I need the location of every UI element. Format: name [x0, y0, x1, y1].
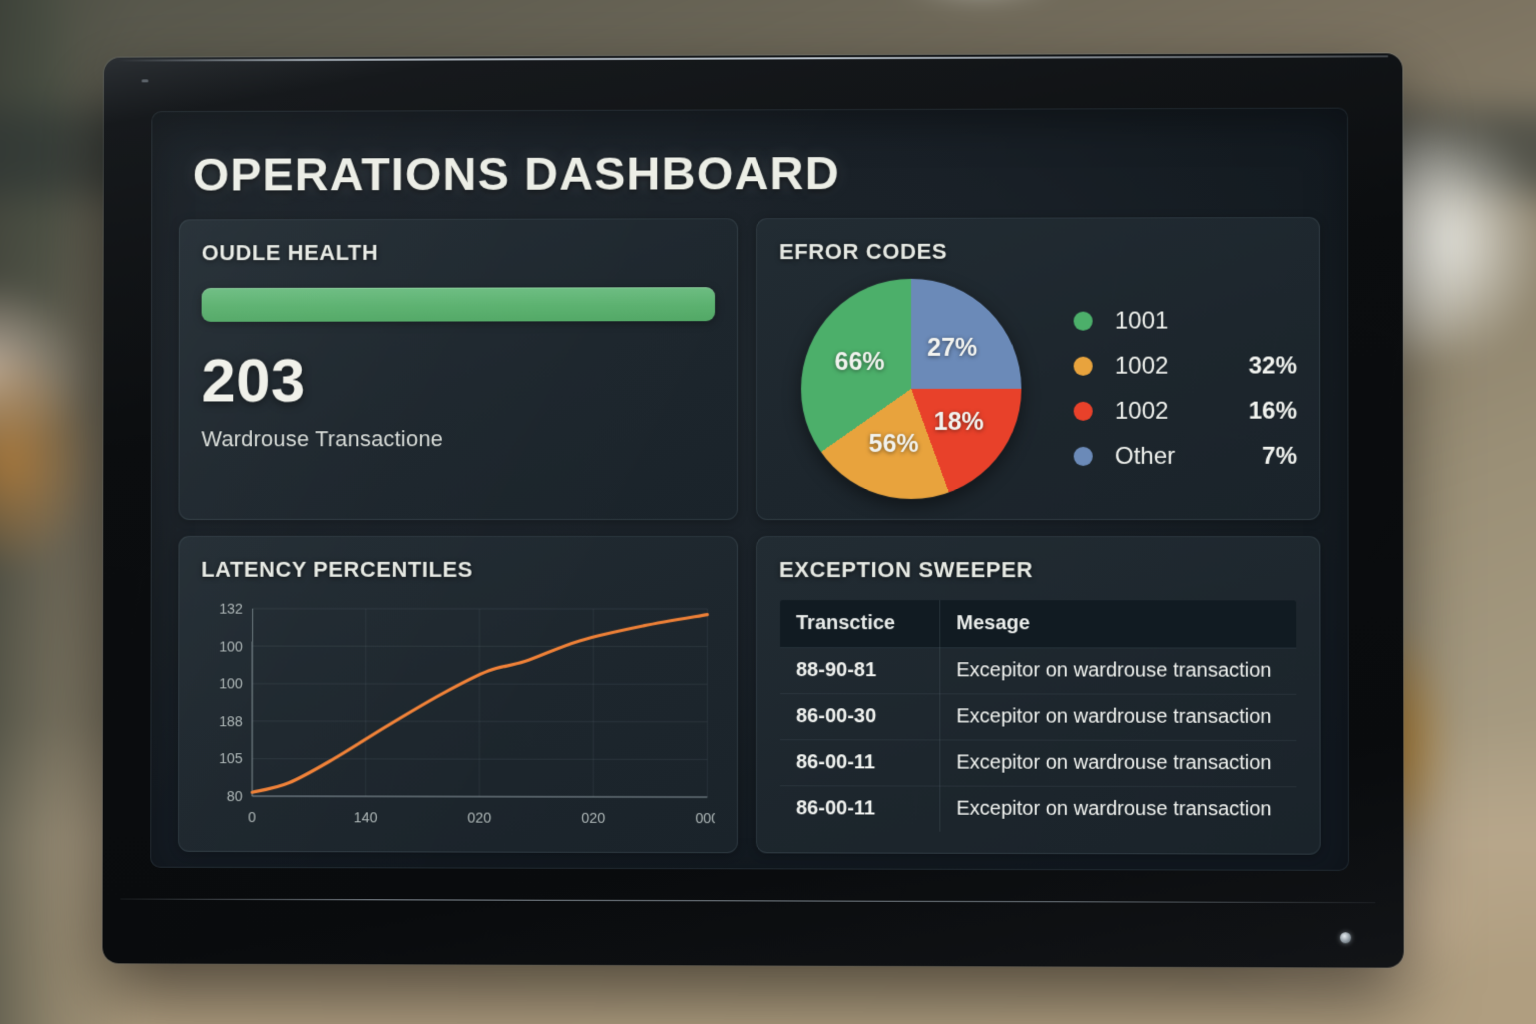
error-codes-body: 27% 18% 56% 66% 1001 1002 32% 1002 16% Other 7%	[779, 278, 1297, 499]
x-tick-label: 000	[695, 811, 715, 827]
legend-label: 1002	[1114, 352, 1169, 380]
health-bar-fill	[201, 287, 716, 322]
legend-color-swatch-icon	[1073, 446, 1093, 466]
panel-error-codes: EFROR CODES 27% 18% 56% 66% 1001 1002 32% 1002…	[755, 216, 1321, 521]
legend-percent: 32%	[1248, 351, 1297, 380]
latency-chart-wrap: 132 100 100 188 105 80 0 140 020 020 000	[201, 601, 715, 832]
table-header-row: Transctice Mesage	[779, 599, 1297, 649]
cell-message: Excepitor on wardrouse transaction	[939, 739, 1297, 787]
panel-exception-sweeper: EXCEPTION SWEEPER Transctice Mesage 88-9…	[755, 536, 1321, 855]
cell-transaction: 86-00-30	[779, 693, 940, 740]
x-tick-label: 020	[581, 811, 605, 827]
x-axis	[252, 796, 707, 797]
legend-item-2[interactable]: 1002 16%	[1073, 389, 1298, 434]
x-tick-label: 140	[354, 810, 378, 826]
pie-legend: 1001 1002 32% 1002 16% Other 7%	[1073, 298, 1298, 479]
health-metric-value: 203	[201, 346, 306, 416]
power-led-icon[interactable]	[1339, 932, 1352, 944]
legend-item-0[interactable]: 1001	[1073, 298, 1297, 343]
cell-message: Excepitor on wardrouse transaction	[956, 797, 1272, 821]
legend-color-swatch-icon	[1073, 401, 1093, 421]
panel-latency-percentiles: LATENCY PERCENTILES 132 100 100 188 105 80 0 14…	[178, 535, 738, 854]
exception-table-head: Transctice Mesage	[779, 599, 1297, 649]
pie-slice-label: 27%	[927, 333, 978, 362]
cell-message: Excepitor on wardrouse transaction	[939, 693, 1297, 741]
legend-item-3[interactable]: Other 7%	[1073, 434, 1298, 479]
table-row[interactable]: 86-00-11 Excepitor on wardrouse transacti…	[779, 785, 1296, 833]
y-tick-label: 100	[219, 639, 243, 655]
y-tick-label: 105	[219, 751, 243, 767]
legend-label: Other	[1114, 442, 1176, 470]
x-tick-label: 020	[467, 810, 491, 826]
monitor: OPERATIONS DASHBOARD OUDLE HEALTH 203 Wa…	[102, 53, 1404, 968]
health-metric-label: Wardrouse Transactione	[201, 426, 444, 452]
exception-table: Transctice Mesage 88-90-81 Excepitor on w…	[778, 599, 1298, 834]
exception-sweeper-title: EXCEPTION SWEEPER	[778, 557, 1034, 583]
legend-color-swatch-icon	[1073, 356, 1093, 376]
y-tick-label: 132	[219, 601, 243, 617]
column-header-transaction[interactable]: Transctice	[779, 599, 940, 648]
pie-slice-label: 66%	[834, 347, 885, 376]
y-tick-label: 188	[219, 714, 243, 730]
panel-queue-health: OUDLE HEALTH 203 Wardrouse Transactione	[178, 218, 739, 520]
legend-label: 1002	[1114, 397, 1169, 425]
table-row[interactable]: 86-00-11 Excepitor on wardrouse transacti…	[779, 739, 1297, 787]
pie-slice-label: 18%	[933, 407, 984, 436]
page-title: OPERATIONS DASHBOARD	[192, 146, 840, 201]
dashboard-grid: OUDLE HEALTH 203 Wardrouse Transactione …	[178, 216, 1321, 855]
column-header-message[interactable]: Mesage	[939, 599, 1297, 649]
legend-label: 1001	[1114, 306, 1169, 335]
legend-item-1[interactable]: 1002 32%	[1073, 343, 1297, 388]
dashboard-screen: OPERATIONS DASHBOARD OUDLE HEALTH 203 Wa…	[150, 107, 1349, 871]
latency-line-chart: 132 100 100 188 105 80 0 140 020 020 000	[219, 601, 715, 827]
legend-percent: 7%	[1262, 442, 1298, 470]
legend-color-swatch-icon	[1073, 311, 1093, 331]
table-row[interactable]: 88-90-81 Excepitor on wardrouse transacti…	[779, 647, 1297, 695]
bezel-sensor-icon	[141, 79, 149, 83]
cell-message: Excepitor on wardrouse transaction	[939, 647, 1297, 695]
pie-slice-label: 56%	[868, 429, 919, 458]
x-tick-label: 0	[248, 810, 256, 826]
y-tick-label: 80	[227, 789, 243, 805]
table-row[interactable]: 86-00-30 Excepitor on wardrouse transacti…	[779, 693, 1297, 741]
error-codes-title: EFROR CODES	[779, 238, 948, 265]
legend-percent: 16%	[1248, 397, 1298, 425]
cell-transaction: 86-00-11	[779, 785, 940, 833]
bezel-divider	[120, 898, 1376, 904]
y-tick-label: 100	[219, 676, 243, 692]
cell-transaction: 88-90-81	[779, 647, 940, 694]
pie-chart: 27% 18% 56% 66%	[801, 278, 1022, 499]
cell-transaction: 86-00-11	[779, 739, 940, 787]
exception-table-body: 88-90-81 Excepitor on wardrouse transacti…	[779, 647, 1297, 833]
health-bar-track	[201, 287, 716, 322]
queue-health-title: OUDLE HEALTH	[201, 239, 379, 266]
latency-title: LATENCY PERCENTILES	[201, 556, 473, 582]
